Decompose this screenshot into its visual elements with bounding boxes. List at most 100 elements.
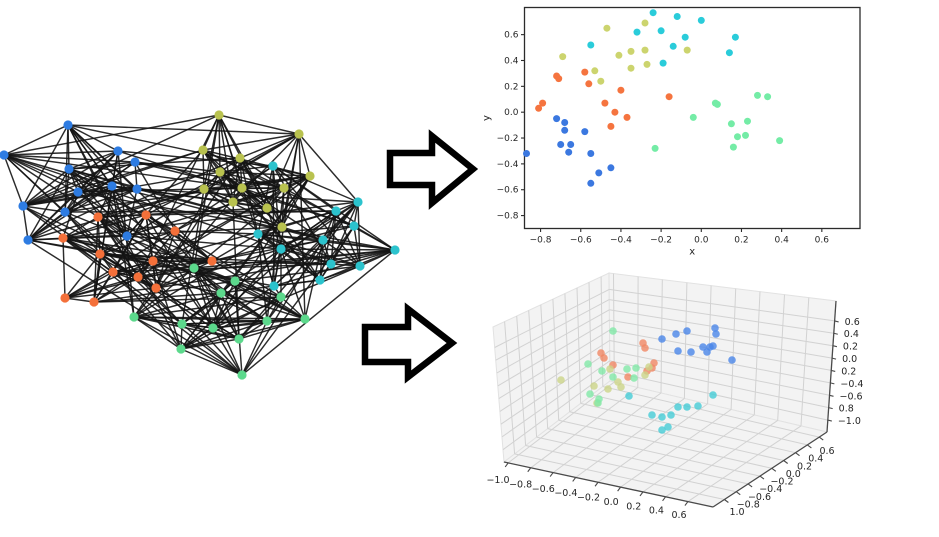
network-node — [23, 235, 33, 245]
y-tick-label: −0.2 — [497, 134, 519, 144]
network-node — [95, 249, 105, 259]
z3d-tick-label: 0.2 — [841, 366, 856, 377]
scatter-series-cyan — [587, 9, 739, 67]
data-point-3d — [711, 324, 719, 332]
scatter-series-orange — [535, 68, 673, 130]
data-point-3d — [609, 327, 617, 335]
y3d-tick-label: −0.4 — [759, 484, 782, 495]
network-node — [189, 263, 199, 273]
data-point-3d — [600, 354, 608, 362]
data-point-3d — [557, 376, 565, 384]
data-point — [565, 148, 573, 156]
data-point-3d — [683, 327, 691, 335]
data-point-3d — [594, 399, 602, 407]
data-point — [615, 51, 623, 59]
x3d-tick-label: 0.6 — [671, 510, 686, 521]
scatter3d-series-green — [584, 327, 640, 407]
data-point — [561, 126, 569, 134]
data-point — [673, 13, 681, 20]
network-node — [132, 184, 142, 194]
data-point — [665, 93, 673, 101]
network-node — [253, 229, 263, 239]
data-point — [725, 49, 733, 57]
data-point — [643, 60, 651, 68]
scatter-series-blue — [523, 115, 615, 187]
data-point — [734, 133, 741, 141]
data-point-3d — [604, 385, 612, 393]
data-point — [764, 93, 772, 101]
plot-2d-ticks — [521, 34, 823, 232]
data-point-3d — [694, 402, 702, 410]
data-point-3d — [674, 403, 682, 411]
network-node — [58, 233, 68, 243]
y3d-tick-label: 0.6 — [819, 446, 834, 457]
network-graph — [0, 110, 400, 380]
scatter3d-series-orange — [597, 339, 658, 381]
data-point — [611, 108, 619, 116]
network-node — [318, 235, 328, 245]
data-point-3d — [586, 390, 594, 398]
data-point-3d — [641, 344, 649, 352]
data-point — [595, 169, 603, 177]
axis-spines — [503, 300, 837, 508]
data-point — [587, 179, 595, 187]
data-point — [727, 120, 735, 128]
network-node — [141, 210, 151, 220]
y-axis-label: y — [482, 115, 493, 121]
network-node — [277, 222, 287, 232]
y3d-tick-label: −0.2 — [770, 477, 793, 488]
x3d-tick-label: 0.2 — [626, 501, 641, 512]
data-point — [697, 16, 705, 24]
data-point-3d — [625, 392, 633, 400]
data-point-3d — [658, 426, 666, 434]
network-node — [214, 110, 224, 120]
x3d-tick-label: −1.0 — [486, 475, 509, 486]
data-point — [555, 75, 563, 83]
data-point — [523, 150, 530, 157]
y3d-tick-label: 0.4 — [808, 454, 823, 465]
data-point — [713, 100, 721, 108]
network-node — [234, 334, 244, 344]
network-node — [208, 323, 218, 333]
data-point — [603, 24, 611, 32]
data-point — [744, 117, 751, 125]
network-node — [349, 221, 359, 231]
network-node — [300, 314, 310, 324]
network-node — [176, 344, 186, 354]
data-point-3d — [609, 373, 617, 381]
network-node — [130, 157, 140, 167]
network-node — [228, 197, 238, 207]
z3d-tick-label: −0.4 — [840, 379, 863, 390]
data-point — [617, 86, 625, 94]
z3d-tick-label: 0.6 — [845, 317, 860, 328]
data-point — [539, 99, 547, 107]
data-point-3d — [648, 411, 656, 419]
x-tick-label: 0.2 — [734, 236, 748, 246]
scatter3d-series-cyan — [625, 391, 717, 434]
z3d-tick-label: 0.8 — [839, 404, 854, 415]
data-point — [641, 19, 649, 27]
y3d-tick-label: −0.8 — [737, 499, 760, 510]
data-point-3d — [645, 363, 653, 371]
axis-ticks — [504, 320, 839, 506]
data-point — [731, 33, 739, 41]
y3d-tick-label: 0.2 — [797, 461, 812, 472]
data-point-3d — [674, 347, 682, 355]
data-point — [633, 28, 641, 36]
network-node — [390, 245, 400, 255]
network-node — [93, 212, 103, 222]
y3d-tick-label: 0.0 — [786, 469, 801, 480]
y-tick-label: 0.2 — [504, 82, 518, 92]
y-tick-label: 0.4 — [504, 56, 519, 66]
data-point-3d — [658, 413, 666, 421]
network-node — [63, 120, 73, 130]
data-point — [581, 68, 589, 76]
network-node — [73, 187, 83, 197]
data-point — [607, 122, 615, 130]
data-point — [683, 46, 691, 54]
z3d-tick-label: −1.0 — [838, 416, 861, 427]
data-point — [559, 53, 567, 61]
data-point-3d — [687, 348, 695, 356]
network-node — [237, 183, 247, 193]
